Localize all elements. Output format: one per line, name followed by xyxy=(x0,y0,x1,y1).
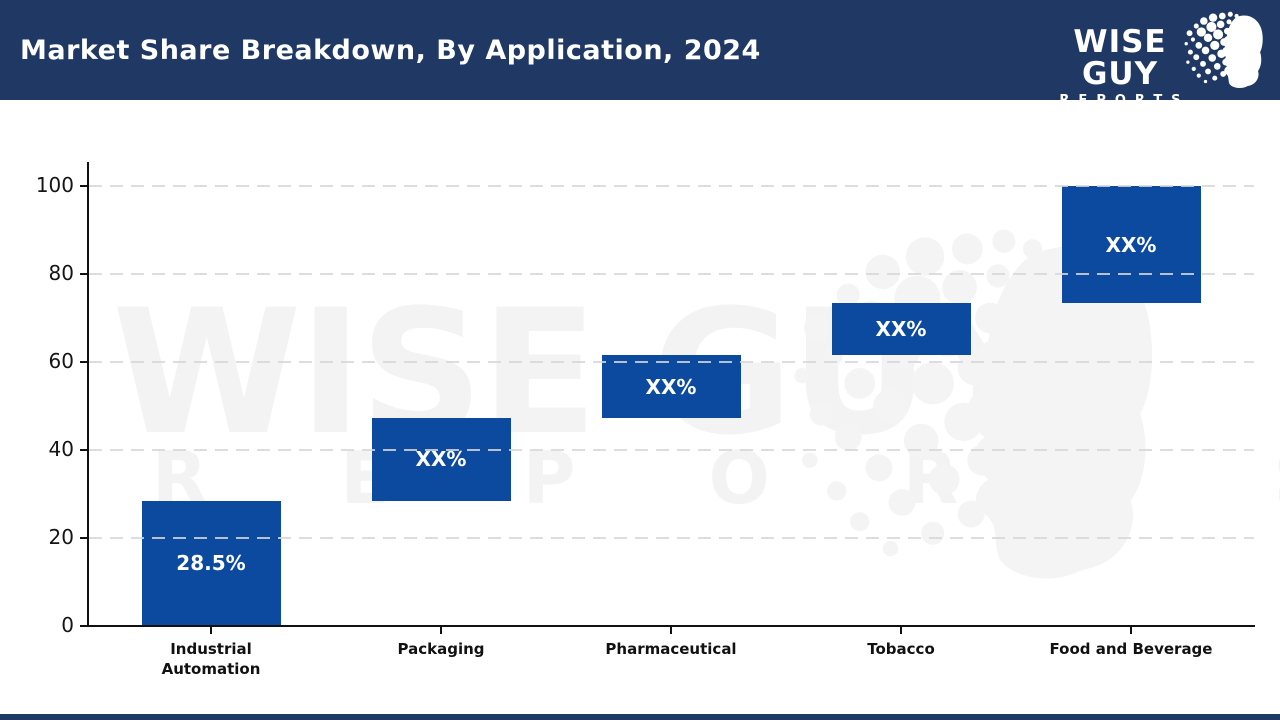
footer-bar xyxy=(0,714,1280,720)
bar-value-label-packaging: XX% xyxy=(415,447,467,472)
x-category-line: Industrial xyxy=(170,640,252,658)
x-tick-food-and-beverage xyxy=(1130,627,1132,634)
y-tick-0 xyxy=(80,625,87,627)
x-tick-packaging xyxy=(440,627,442,634)
bar-industrial-automation: 28.5% xyxy=(141,500,281,626)
logo-subtitle: REPORTS xyxy=(1059,93,1190,108)
y-tick-80 xyxy=(80,273,87,275)
x-category-label-packaging: Packaging xyxy=(331,639,551,659)
bar-value-label-pharmaceutical: XX% xyxy=(645,374,697,399)
logo-wordmark: WISE GUY xyxy=(1073,24,1167,92)
bar-value-label-tobacco: XX% xyxy=(875,316,927,341)
x-category-label-tobacco: Tobacco xyxy=(791,639,1011,659)
bar-packaging: XX% xyxy=(371,418,511,501)
x-axis-line xyxy=(87,625,1255,627)
x-category-line: Food and Beverage xyxy=(1049,640,1213,658)
bar-pharmaceutical: XX% xyxy=(601,354,741,419)
gridline-60 xyxy=(89,361,1254,363)
logo-text: WISE GUY REPORTS xyxy=(1031,26,1209,110)
y-tick-20 xyxy=(80,537,87,539)
y-axis-line xyxy=(87,162,89,627)
x-category-line: Tobacco xyxy=(867,640,935,658)
gridline-20 xyxy=(89,537,1254,539)
x-category-line: Automation xyxy=(161,660,261,678)
bar-tobacco: XX% xyxy=(831,303,971,355)
bar-value-label-food-and-beverage: XX% xyxy=(1105,232,1157,257)
bar-food-and-beverage: XX% xyxy=(1061,186,1201,304)
gridline-40 xyxy=(89,449,1254,451)
x-tick-industrial-automation xyxy=(210,627,212,634)
header-bar: Market Share Breakdown, By Application, … xyxy=(0,0,1280,108)
logo-head-icon xyxy=(1184,11,1263,89)
y-tick-label-80: 80 xyxy=(48,261,74,285)
y-tick-label-100: 100 xyxy=(35,173,74,197)
page-title: Market Share Breakdown, By Application, … xyxy=(20,34,761,66)
y-tick-label-40: 40 xyxy=(48,437,74,461)
y-tick-label-0: 0 xyxy=(61,613,74,637)
x-category-label-industrial-automation: Industrial Automation xyxy=(101,639,321,679)
bar-value-label-industrial-automation: 28.5% xyxy=(176,551,246,576)
x-category-label-food-and-beverage: Food and Beverage xyxy=(1021,639,1241,659)
x-tick-tobacco xyxy=(900,627,902,634)
y-tick-60 xyxy=(80,361,87,363)
y-tick-100 xyxy=(80,185,87,187)
x-category-label-pharmaceutical: Pharmaceutical xyxy=(561,639,781,659)
y-tick-label-60: 60 xyxy=(48,349,74,373)
y-tick-40 xyxy=(80,449,87,451)
y-tick-label-20: 20 xyxy=(48,525,74,549)
x-tick-pharmaceutical xyxy=(670,627,672,634)
x-category-line: Pharmaceutical xyxy=(605,640,737,658)
gridline-100 xyxy=(89,185,1254,187)
x-category-line: Packaging xyxy=(397,640,485,658)
wise-guy-reports-logo: WISE GUY REPORTS xyxy=(1031,8,1266,108)
gridline-80 xyxy=(89,273,1254,275)
